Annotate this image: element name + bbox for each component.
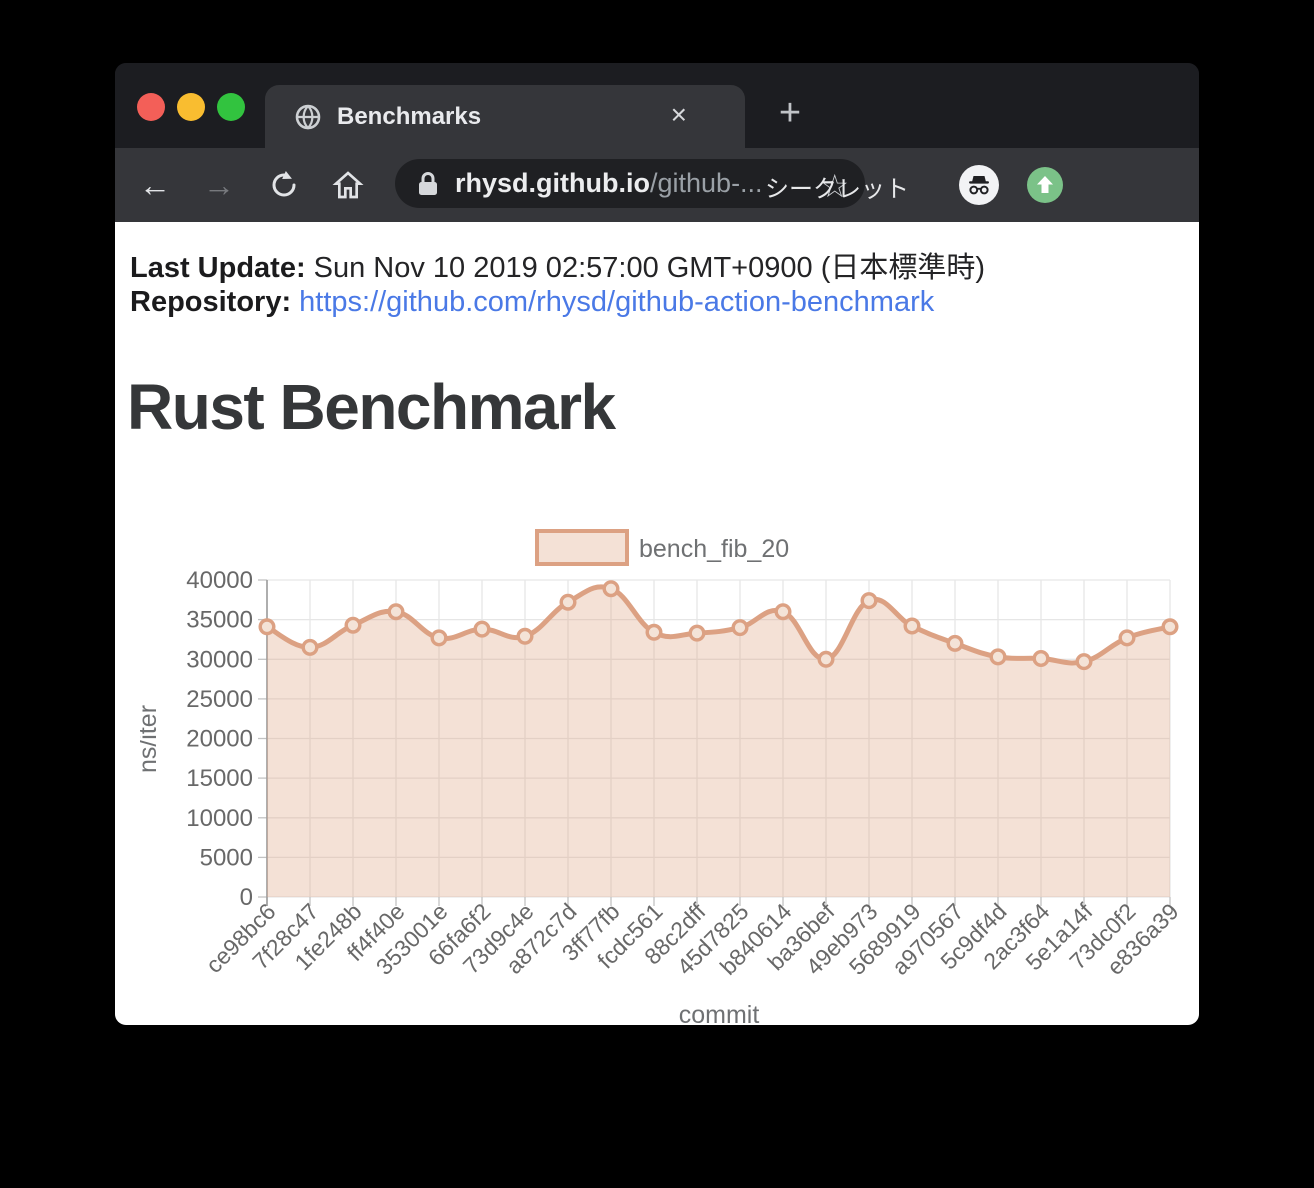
- tab-close-icon[interactable]: ×: [670, 99, 687, 130]
- close-window-button[interactable]: [137, 93, 165, 121]
- y-tick-label: 10000: [186, 805, 253, 832]
- data-point[interactable]: [301, 638, 319, 656]
- data-point[interactable]: [860, 592, 878, 610]
- home-button[interactable]: [320, 148, 376, 222]
- home-icon: [332, 171, 364, 199]
- y-tick-label: 40000: [186, 567, 253, 594]
- page-title: Rust Benchmark: [127, 371, 616, 443]
- repository-link[interactable]: https://github.com/rhysd/github-action-b…: [299, 286, 935, 318]
- data-point[interactable]: [645, 623, 663, 641]
- url-path: /github-...: [650, 168, 763, 198]
- upload-arrow-icon: [1037, 176, 1053, 193]
- incognito-badge: [959, 165, 999, 205]
- data-point[interactable]: [989, 648, 1007, 666]
- tab-title: Benchmarks: [337, 103, 482, 130]
- globe-icon: [295, 104, 321, 130]
- toolbar: ← → rhysd.github.io/github-... ☆: [115, 148, 1199, 222]
- data-point[interactable]: [1032, 649, 1050, 667]
- legend-label[interactable]: bench_fib_20: [639, 535, 789, 563]
- data-point[interactable]: [1118, 629, 1136, 647]
- lock-icon: [419, 171, 437, 195]
- browser-tab[interactable]: Benchmarks ×: [265, 85, 745, 148]
- data-point[interactable]: [731, 619, 749, 637]
- page-content: Last Update: Sun Nov 10 2019 02:57:00 GMT…: [115, 222, 1199, 1025]
- address-bar[interactable]: rhysd.github.io/github-... ☆: [395, 159, 865, 208]
- bookmark-star-icon[interactable]: ☆: [820, 168, 849, 204]
- y-tick-label: 20000: [186, 726, 253, 753]
- x-axis-title: commit: [679, 1001, 760, 1025]
- reload-button[interactable]: [256, 148, 312, 222]
- data-point[interactable]: [344, 616, 362, 634]
- data-point[interactable]: [817, 650, 835, 668]
- data-point[interactable]: [1075, 653, 1093, 671]
- data-point[interactable]: [903, 617, 921, 635]
- data-point[interactable]: [774, 603, 792, 621]
- last-update-label: Last Update:: [130, 252, 306, 284]
- y-axis-title: ns/iter: [140, 705, 162, 773]
- y-tick-label: 30000: [186, 646, 253, 673]
- url-text: rhysd.github.io/github-...: [455, 168, 763, 199]
- data-point[interactable]: [258, 618, 276, 636]
- browser-window: Benchmarks × + ← →: [115, 63, 1199, 1025]
- benchmark-chart: 40000 35000 30000 25000 20000 15000 10000 5000 0…: [140, 529, 1180, 1025]
- data-point[interactable]: [473, 620, 491, 638]
- repository-line: Repository: https://github.com/rhysd/gith…: [130, 286, 934, 319]
- titlebar: Benchmarks × +: [115, 63, 1199, 148]
- y-tick-label: 15000: [186, 765, 253, 792]
- minimize-window-button[interactable]: [177, 93, 205, 121]
- data-point[interactable]: [946, 634, 964, 652]
- y-tick-label: 35000: [186, 607, 253, 634]
- incognito-icon: [969, 176, 989, 195]
- data-point[interactable]: [688, 624, 706, 642]
- reload-icon: [272, 171, 296, 197]
- forward-button[interactable]: →: [203, 166, 235, 203]
- new-tab-button[interactable]: +: [778, 92, 802, 134]
- series-line: [264, 584, 1173, 666]
- data-point[interactable]: [387, 603, 405, 621]
- last-update-value: Sun Nov 10 2019 02:57:00 GMT+0900 (日本標準時…: [313, 252, 986, 284]
- data-point[interactable]: [430, 629, 448, 647]
- y-tick-label: 0: [240, 884, 253, 911]
- y-tick-label: 5000: [200, 844, 253, 871]
- data-point[interactable]: [559, 593, 577, 611]
- repository-label: Repository:: [130, 286, 292, 318]
- last-update-line: Last Update: Sun Nov 10 2019 02:57:00 GMT…: [130, 244, 985, 286]
- data-point[interactable]: [1161, 618, 1179, 636]
- data-point[interactable]: [602, 580, 620, 598]
- area-fill: [267, 586, 1170, 897]
- back-button[interactable]: ←: [139, 166, 171, 203]
- fullscreen-window-button[interactable]: [217, 93, 245, 121]
- data-point[interactable]: [516, 627, 534, 645]
- legend-swatch[interactable]: [535, 529, 629, 566]
- incognito-label: シークレット: [765, 176, 909, 203]
- url-host: rhysd.github.io: [455, 168, 650, 198]
- y-tick-label: 25000: [186, 686, 253, 713]
- extension-button[interactable]: [1027, 167, 1063, 203]
